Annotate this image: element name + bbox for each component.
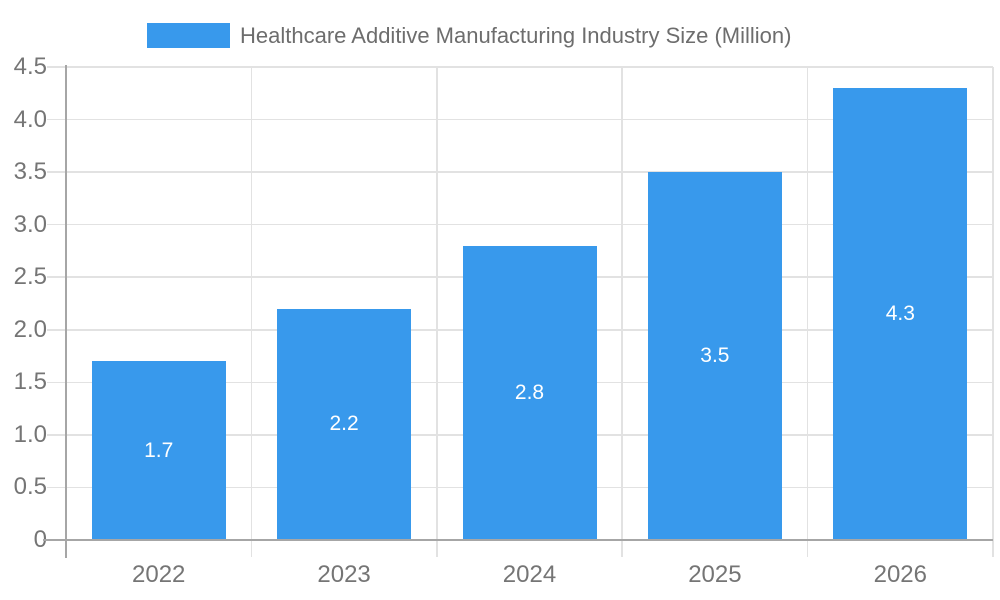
- gridline-horizontal: [47, 118, 993, 121]
- gridline-vertical: [436, 67, 438, 557]
- y-axis-tick-label: 4.5: [13, 53, 47, 80]
- y-axis-tick-label: 1.0: [13, 420, 47, 448]
- bar-2026: [833, 88, 968, 540]
- gridline-vertical: [992, 67, 994, 557]
- bar-2023: [277, 308, 412, 540]
- bar-2025: [647, 172, 782, 540]
- gridline-horizontal: [47, 171, 993, 173]
- x-axis-tick-label: 2025: [688, 561, 742, 588]
- legend-series-label: Healthcare Additive Manufacturing Indust…: [240, 23, 792, 48]
- x-axis-tick-label: 2022: [132, 561, 186, 588]
- bar-value-label: 2.2: [329, 412, 359, 436]
- bar-value-label: 3.5: [700, 344, 730, 368]
- bar-2022: [91, 361, 226, 540]
- y-axis-tick-label: 2.0: [13, 315, 47, 343]
- gridline-vertical: [806, 67, 809, 557]
- x-axis-tick-label: 2023: [317, 561, 371, 588]
- bar-value-label: 2.8: [514, 380, 545, 404]
- y-axis-tick-label: 0: [33, 526, 47, 553]
- legend-swatch: [147, 23, 230, 48]
- bar-value-label: 1.7: [144, 438, 174, 462]
- y-axis-line: [64, 65, 68, 558]
- x-axis-line: [43, 538, 993, 542]
- y-axis-tick-label: 4.0: [13, 105, 47, 133]
- gridline-vertical: [250, 67, 253, 557]
- bar-2024: [462, 245, 597, 540]
- y-axis-tick-label: 0.5: [13, 473, 47, 501]
- gridline-horizontal: [47, 66, 993, 68]
- x-axis-tick-label: 2026: [873, 561, 927, 588]
- gridline-vertical: [621, 67, 623, 557]
- y-axis-tick-label: 2.5: [13, 263, 47, 291]
- y-axis-tick-label: 1.5: [13, 368, 47, 396]
- y-axis-tick-label: 3.5: [13, 158, 47, 186]
- bar-value-label: 4.3: [885, 302, 915, 325]
- y-axis-tick-label: 3.0: [13, 210, 47, 238]
- gridline-horizontal: [47, 223, 993, 226]
- x-axis-tick-label: 2024: [502, 561, 557, 588]
